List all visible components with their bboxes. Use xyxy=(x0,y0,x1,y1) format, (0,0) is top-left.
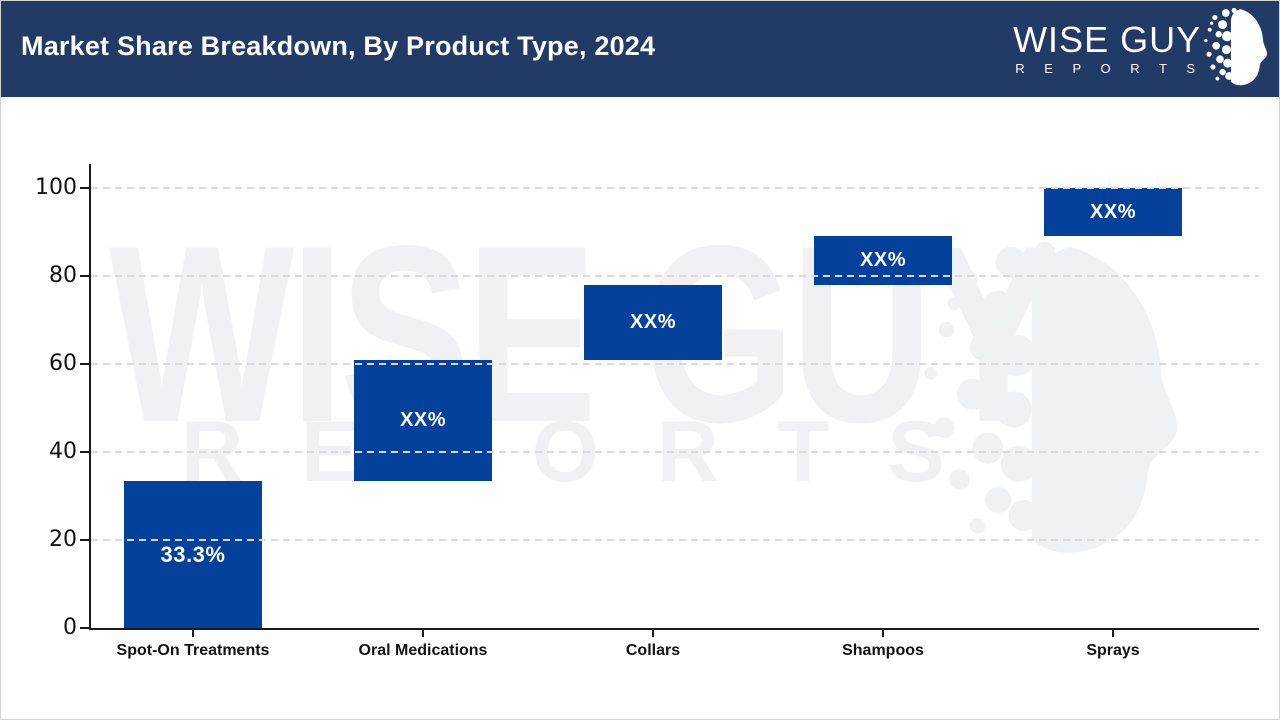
logo-head-icon xyxy=(1204,7,1268,86)
bar: 33.3% xyxy=(124,481,262,628)
logo-text: WISE GUY R E P O R T S xyxy=(1011,19,1203,77)
chart-area: WISE GUY REPORTS 33.3% Spot-On Treatments… xyxy=(1,97,1279,719)
gridline xyxy=(91,451,1259,453)
bar-value-label: XX% xyxy=(630,310,676,333)
x-tick-mark xyxy=(882,628,884,637)
x-tick-mark xyxy=(422,628,424,637)
bar-value-label: XX% xyxy=(1090,200,1136,223)
x-category-label: Collars xyxy=(625,642,681,659)
x-category-label: Spot-On Treatments xyxy=(116,642,270,659)
wiseguy-logo: WISE GUY R E P O R T S xyxy=(1011,4,1269,94)
gridline xyxy=(91,187,1259,189)
y-tick-label: 0 xyxy=(63,615,77,640)
x-category-label: Sprays xyxy=(1086,642,1140,659)
x-tick-mark xyxy=(1112,628,1114,637)
y-tick-label: 100 xyxy=(35,175,77,200)
y-axis-line xyxy=(89,164,91,630)
y-tick-mark xyxy=(80,539,89,541)
gridline xyxy=(91,363,1259,365)
x-tick-mark xyxy=(652,628,654,637)
logo-wiseguy-text: WISE GUY xyxy=(1013,19,1202,60)
bar: XX% xyxy=(1044,188,1182,237)
bar-value-label: XX% xyxy=(860,249,906,272)
y-tick-mark xyxy=(80,187,89,189)
x-tick-mark xyxy=(192,628,194,637)
gridline xyxy=(91,539,1259,541)
y-tick-label: 60 xyxy=(49,351,77,376)
y-tick-label: 40 xyxy=(49,439,77,464)
y-tick-mark xyxy=(80,451,89,453)
y-tick-mark xyxy=(80,363,89,365)
gridline xyxy=(91,275,1259,277)
bar: XX% xyxy=(354,359,492,482)
chart-title: Market Share Breakdown, By Product Type,… xyxy=(21,30,656,61)
x-category-label: Shampoos xyxy=(842,642,924,659)
bar-value-label: 33.3% xyxy=(160,541,226,567)
header: Market Share Breakdown, By Product Type,… xyxy=(1,1,1279,97)
y-tick-label: 20 xyxy=(49,527,77,552)
bar: XX% xyxy=(584,284,722,360)
x-category-label: Oral Medications xyxy=(358,642,488,659)
x-axis-line xyxy=(89,628,1259,630)
bar: XX% xyxy=(814,236,952,285)
logo-reports-text: R E P O R T S xyxy=(1015,61,1203,76)
y-tick-label: 80 xyxy=(49,263,77,288)
y-tick-mark xyxy=(80,627,89,629)
y-tick-mark xyxy=(80,275,89,277)
bar-value-label: XX% xyxy=(400,409,446,432)
